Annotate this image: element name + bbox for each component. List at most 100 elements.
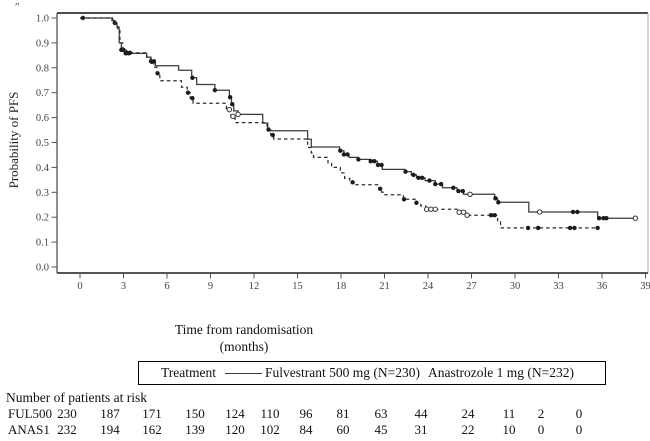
risk-value: 96: [299, 406, 313, 421]
risk-value: 63: [374, 406, 388, 421]
risk-value: 0: [575, 406, 583, 421]
risk-value: 0: [537, 422, 545, 437]
censor-mark-open: [460, 209, 467, 215]
risk-value: 81: [336, 406, 350, 421]
censor-mark-filled: [379, 162, 384, 168]
km-curve-anastrozole: [80, 17, 600, 229]
y-tick-label: 0.7: [36, 88, 49, 99]
censor-mark-filled: [414, 200, 419, 205]
risk-value: 139: [185, 422, 205, 437]
y-axis-title: Probability of PFS: [6, 91, 21, 189]
censor-mark-filled: [420, 175, 425, 181]
censor-mark-filled: [212, 88, 218, 93]
censor-mark-open: [423, 206, 430, 212]
risk-value: 11: [502, 406, 516, 421]
censor-mark-filled: [416, 175, 421, 181]
risk-row-label: ANAS1: [8, 422, 50, 437]
censor-mark-filled: [155, 71, 160, 76]
censor-mark-filled: [338, 148, 343, 153]
km-curve-fulvestrant: [80, 17, 636, 219]
censor-mark-filled: [575, 209, 580, 215]
censor-mark-filled: [356, 157, 361, 162]
censor-mark-filled: [411, 172, 416, 178]
risk-value: 2: [537, 406, 545, 421]
censor-mark-filled: [345, 152, 350, 157]
censor-mark-filled: [488, 213, 494, 218]
censor-mark-filled: [185, 90, 191, 95]
censor-mark-filled: [149, 59, 154, 65]
x-tick-label: 36: [597, 281, 608, 292]
x-tick-label: 27: [466, 281, 477, 292]
x-tick-label: 6: [164, 281, 169, 292]
x-tick-label: 39: [640, 281, 650, 292]
risk-value: 171: [142, 406, 162, 421]
y-tick-label: 0.1: [36, 238, 49, 249]
censor-mark-filled: [350, 180, 355, 185]
censor-mark-filled: [266, 127, 271, 132]
x-axis-title-line2: (months): [219, 339, 269, 354]
censor-mark-filled: [536, 225, 541, 231]
risk-value: 150: [185, 406, 205, 421]
censor-mark-filled: [604, 215, 609, 221]
risk-value: 22: [461, 422, 475, 437]
risk-value: 24: [461, 406, 475, 421]
censor-mark-filled: [595, 225, 600, 231]
y-tick-label: 0.4: [36, 163, 50, 174]
x-tick-label: 3: [121, 281, 126, 292]
risk-value: 230: [57, 406, 77, 421]
censor-mark-open: [464, 212, 470, 218]
risk-value: 110: [260, 406, 280, 421]
censor-mark-filled: [596, 215, 602, 221]
risk-value: 120: [225, 422, 245, 437]
risk-value: 31: [414, 422, 428, 437]
y-tick-label: 0.2: [36, 213, 49, 224]
censor-mark-filled: [112, 20, 118, 26]
risk-table-title: Number of patients at risk: [6, 390, 147, 405]
x-tick-label: 30: [510, 281, 521, 292]
censor-mark-open: [226, 106, 233, 113]
risk-value: 194: [100, 422, 120, 437]
risk-value: 45: [374, 422, 388, 437]
risk-value: 162: [142, 422, 162, 437]
x-axis-title-line1: Time from randomisation: [174, 322, 314, 337]
risk-value: 187: [100, 406, 120, 421]
risk-value: 84: [299, 422, 313, 437]
y-tick-label: 0.0: [36, 263, 49, 274]
censor-mark-filled: [230, 101, 235, 107]
corner-mark: ″: [15, 1, 20, 13]
x-tick-label: 33: [553, 281, 564, 292]
y-tick-label: 1.0: [36, 14, 49, 25]
legend-box: Treatment Fulvestrant 500 mg (N=230) Ana…: [138, 361, 606, 385]
censor-mark-filled: [368, 158, 373, 164]
risk-value: 102: [260, 422, 280, 437]
censor-mark-open: [428, 206, 434, 212]
censor-mark-filled: [567, 225, 573, 231]
censor-mark-filled: [377, 186, 383, 192]
risk-value: 124: [225, 406, 245, 421]
censor-mark-filled: [456, 188, 461, 194]
legend-title: Treatment: [161, 365, 216, 380]
legend-entry-fulvestrant: Fulvestrant 500 mg (N=230): [265, 365, 420, 380]
risk-value: 10: [502, 422, 516, 437]
censor-mark-filled: [570, 209, 576, 215]
censor-mark-filled: [492, 213, 497, 218]
censor-mark-filled: [433, 181, 438, 187]
risk-value: 44: [414, 406, 428, 421]
censor-mark-filled: [375, 162, 381, 168]
risk-value: 0: [575, 422, 583, 437]
censor-mark-filled: [451, 185, 456, 191]
y-tick-label: 0.6: [36, 113, 49, 124]
censor-mark-filled: [227, 94, 233, 100]
censor-mark-filled: [572, 225, 577, 231]
risk-row-label: FUL500: [8, 406, 53, 421]
censor-mark-filled: [270, 132, 276, 138]
censor-mark-filled: [427, 178, 432, 183]
censor-mark-open: [536, 209, 543, 215]
censor-mark-filled: [372, 158, 377, 164]
censor-mark-filled: [190, 75, 195, 80]
censor-mark-filled: [493, 196, 498, 201]
censor-mark-open: [467, 191, 473, 197]
censor-mark-filled: [496, 200, 501, 205]
risk-value: 60: [336, 422, 350, 437]
